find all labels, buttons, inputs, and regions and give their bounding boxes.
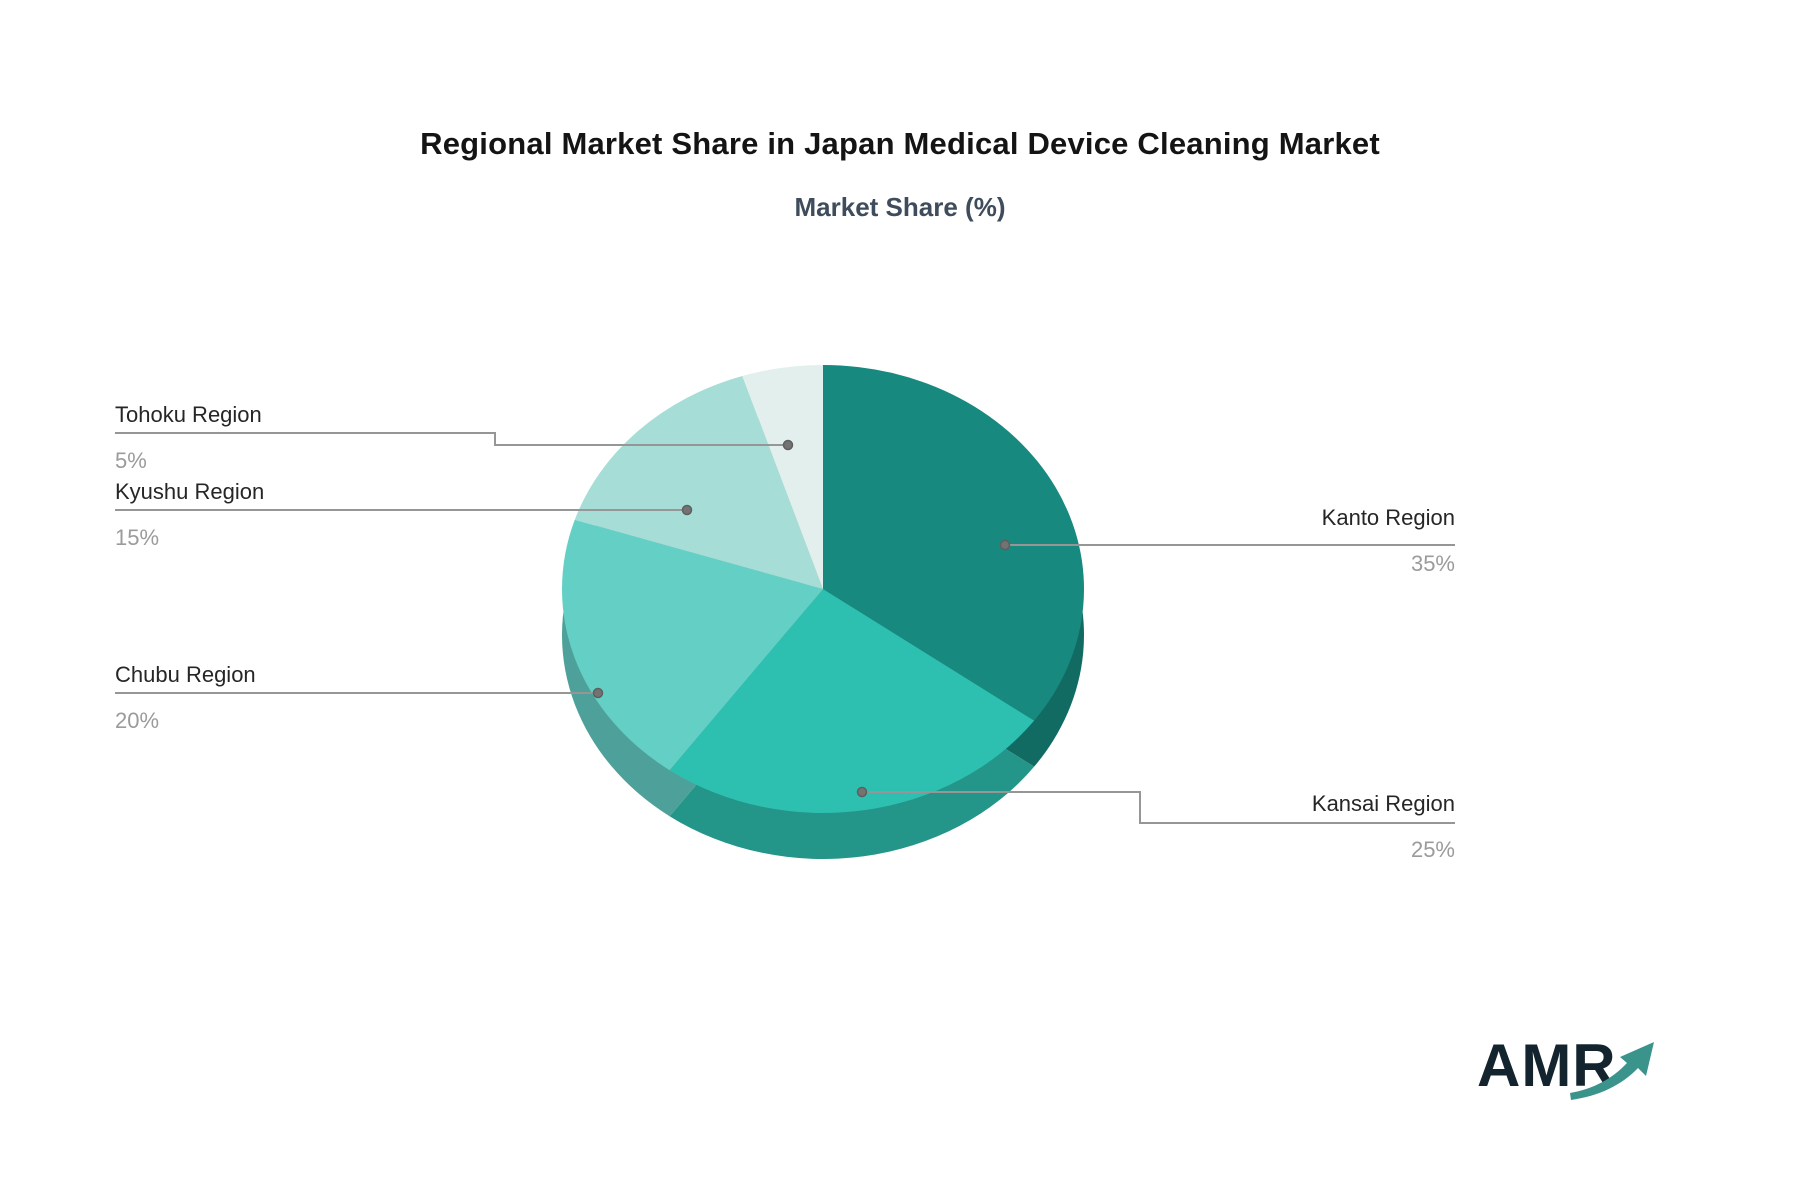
slice-label-name: Kansai Region (1311, 791, 1455, 816)
pie-slice-kansai-region[interactable] (669, 589, 1035, 814)
connector-dot-tohoku-region (782, 439, 794, 451)
slice-label-value: 25% (1410, 837, 1455, 862)
pie-slice-kyushu-region[interactable] (574, 375, 823, 589)
connector-dot-kansai-region (856, 786, 868, 798)
amr-logo: AMR (1477, 1034, 1687, 1120)
connector-dot-chubu-region (592, 687, 604, 699)
slice-label-value: 5% (115, 448, 147, 473)
slice-label-kyushu: Kyushu Region 15% (115, 477, 264, 553)
pie-slice-chubu-region[interactable] (562, 519, 823, 771)
chart-title: Regional Market Share in Japan Medical D… (420, 126, 1380, 161)
slice-label-value: 15% (115, 525, 160, 550)
pie-slice-tohoku-region[interactable] (742, 365, 823, 589)
slice-label-name: Kanto Region (1321, 505, 1455, 530)
slice-label-name: Kyushu Region (115, 479, 265, 504)
slice-label-tohoku: Tohoku Region 5% (115, 400, 262, 476)
slice-label-kansai: Kansai Region 25% (1312, 789, 1455, 865)
label-connector-tohoku-region (115, 432, 788, 446)
slice-label-value: 35% (1410, 551, 1455, 576)
connector-dot-kyushu-region (681, 504, 693, 516)
growth-arrow-icon (1570, 1042, 1654, 1100)
chart-subtitle: Market Share (%) (794, 192, 1006, 222)
pie-slice-kanto-region[interactable] (823, 365, 1084, 721)
slice-label-value: 20% (115, 708, 160, 733)
slice-label-name: Chubu Region (115, 662, 256, 687)
slice-label-name: Tohoku Region (115, 402, 262, 427)
connector-dot-kanto-region (999, 539, 1011, 551)
label-connector-kansai-region (862, 791, 1455, 824)
slice-label-chubu: Chubu Region 20% (115, 660, 256, 736)
slice-label-kanto: Kanto Region 35% (1322, 503, 1455, 579)
